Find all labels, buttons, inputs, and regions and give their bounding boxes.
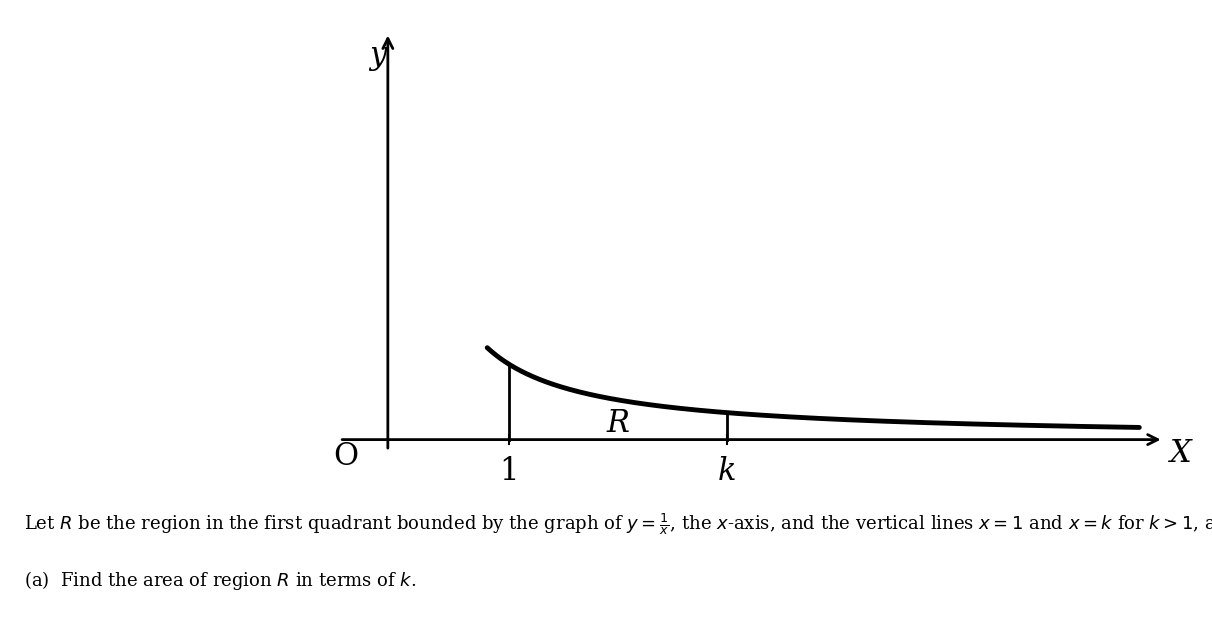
Text: (a)  Find the area of region $R$ in terms of $k$.: (a) Find the area of region $R$ in terms… xyxy=(24,570,417,592)
Text: k: k xyxy=(718,456,737,487)
Text: 1: 1 xyxy=(499,456,519,487)
Text: y: y xyxy=(370,40,387,71)
Text: X: X xyxy=(1170,438,1191,468)
Text: Let $R$ be the region in the first quadrant bounded by the graph of $y = \frac{1: Let $R$ be the region in the first quadr… xyxy=(24,512,1212,537)
Text: R: R xyxy=(607,408,629,438)
Text: O: O xyxy=(333,441,358,472)
